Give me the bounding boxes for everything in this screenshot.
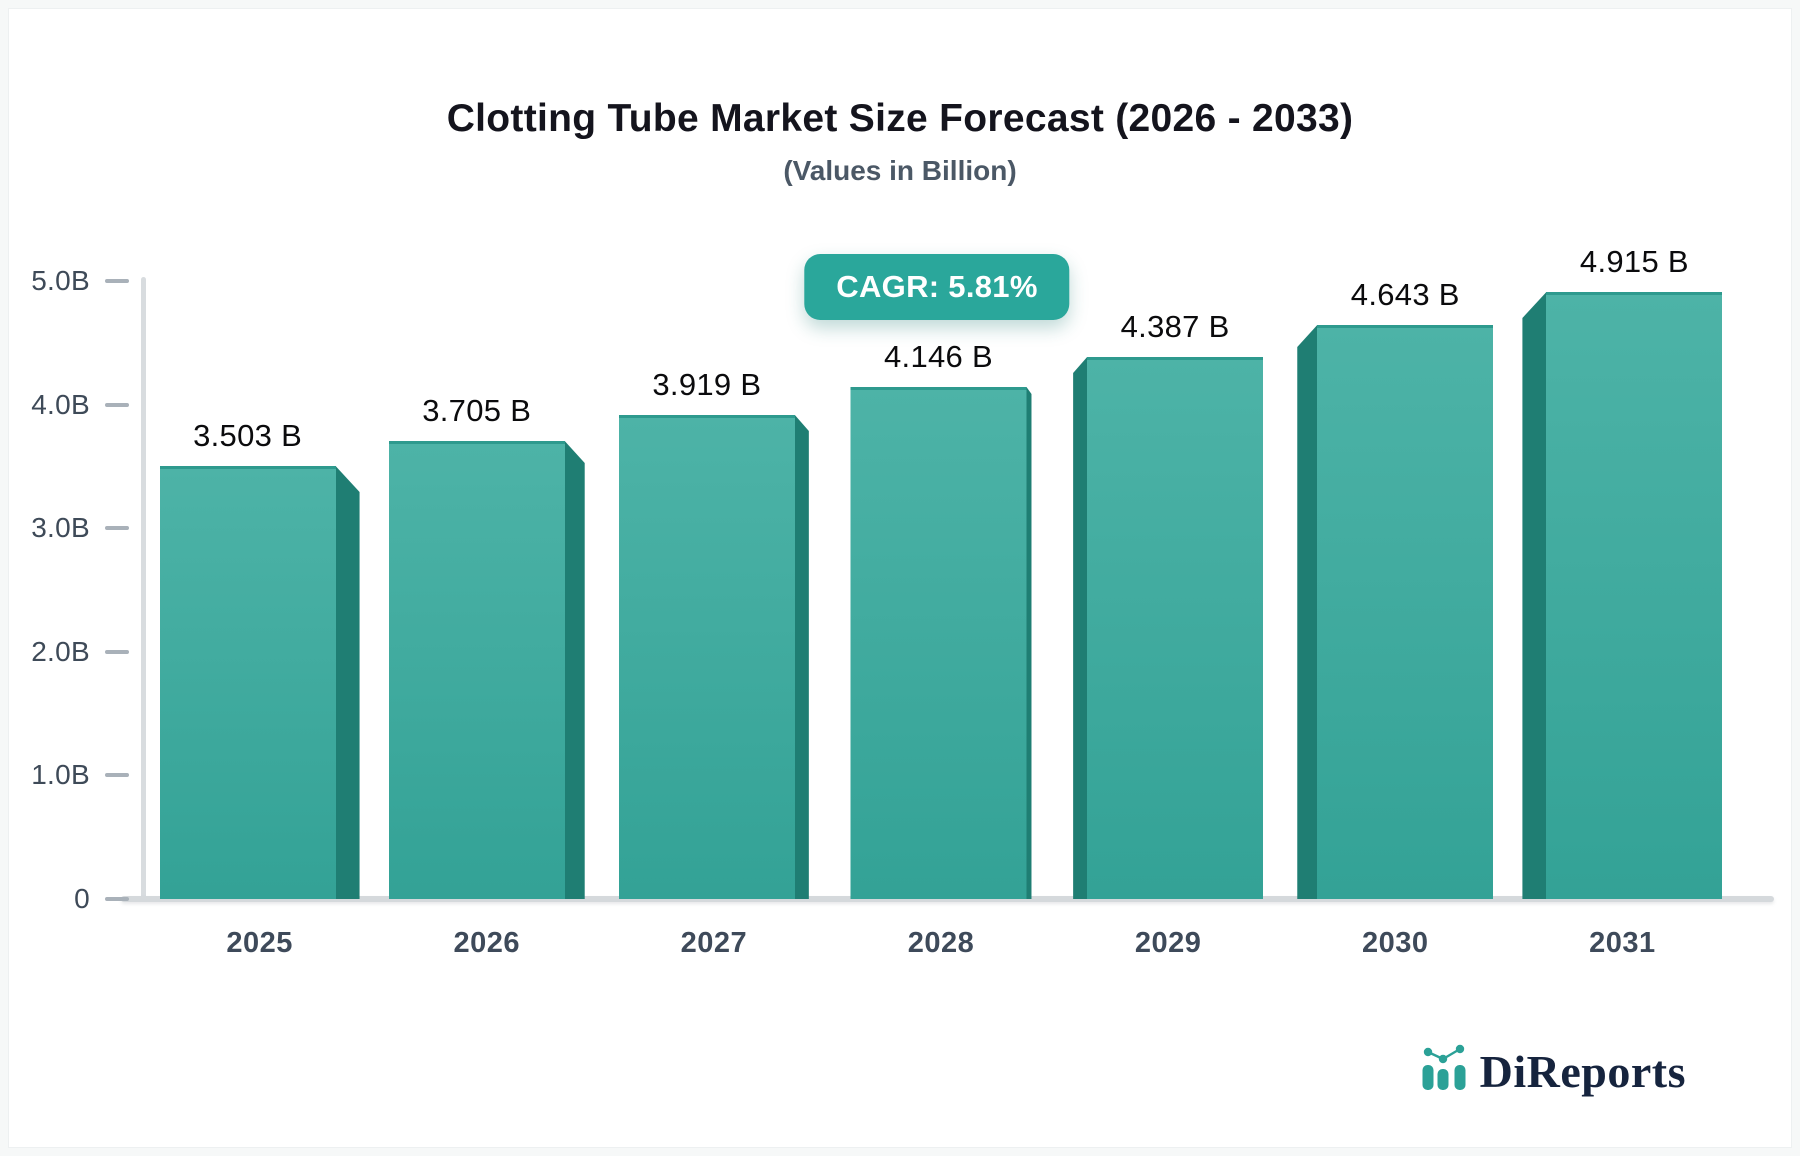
x-axis-label: 2028 (907, 927, 975, 959)
bar-face (618, 415, 795, 899)
y-tick: 3.0B (15, 512, 141, 544)
bar: 4.643 B (1297, 277, 1494, 899)
bar-face (159, 466, 336, 899)
x-axis-line (121, 896, 1774, 902)
bar-slot: 3.503 B 2025 (146, 281, 373, 959)
bar-value-label: 3.919 B (652, 367, 762, 402)
bar-side-face (1026, 387, 1032, 899)
bar-value-label: 4.387 B (1120, 309, 1230, 344)
bar-side-face (564, 441, 585, 899)
y-tick-dash (105, 773, 129, 778)
y-tick-label: 3.0B (31, 512, 90, 544)
y-tick-dash (105, 649, 129, 654)
chart-title: Clotting Tube Market Size Forecast (2026… (446, 97, 1354, 140)
cagr-badge: CAGR: 5.81% (804, 254, 1070, 320)
bar: 3.705 B (388, 393, 585, 899)
x-axis-label: 2026 (453, 927, 520, 959)
bar: 4.915 B (1522, 244, 1723, 899)
y-tick: 4.0B (15, 389, 141, 421)
bar-face (388, 441, 565, 899)
x-axis-label: 2027 (680, 927, 748, 959)
y-tick: 5.0B (15, 265, 141, 297)
bar-side-face (335, 466, 360, 899)
logo-text: DiReports (1479, 1046, 1686, 1097)
bar-side-face (1522, 292, 1547, 899)
x-axis-label: 2031 (1589, 927, 1656, 959)
x-axis-label: 2025 (226, 927, 293, 959)
bar-value-label: 4.643 B (1350, 277, 1460, 312)
y-tick-dash (105, 402, 129, 407)
y-tick: 1.0B (15, 759, 141, 791)
bar-face (1317, 325, 1494, 899)
bar-side-face (1073, 357, 1088, 899)
bar: 3.919 B (618, 367, 809, 899)
bar-value-label: 4.915 B (1579, 244, 1689, 279)
y-tick: 0 (15, 883, 141, 915)
bar-slot: 3.705 B 2026 (373, 281, 600, 959)
x-axis-label: 2029 (1134, 927, 1202, 959)
y-tick: 2.0B (15, 636, 141, 668)
y-tick-dash (105, 526, 129, 531)
y-tick-label: 0 (74, 883, 90, 914)
bar-value-label: 4.146 B (884, 339, 993, 374)
y-tick-label: 5.0B (31, 265, 90, 296)
bar: 4.387 B (1073, 309, 1264, 899)
y-tick-dash (105, 279, 129, 283)
bar: 3.503 B (159, 418, 360, 899)
y-tick-label: 1.0B (31, 759, 90, 791)
bars-container: 3.503 B 2025 3.705 B 2026 3.919 B 2027 4.146 B… (146, 244, 1736, 959)
bar-side-face (1297, 325, 1318, 899)
bar-value-label: 3.705 B (422, 393, 532, 428)
y-axis-line (141, 277, 146, 901)
bar-side-face (794, 415, 809, 899)
chart-subtitle: (Values in Billion) (783, 155, 1017, 186)
y-tick-label: 2.0B (31, 635, 90, 667)
bar-slot: 3.919 B 2027 (600, 281, 827, 959)
x-axis-label: 2030 (1362, 927, 1429, 959)
y-tick-label: 4.0B (31, 388, 90, 420)
logo: DiReports (1420, 1043, 1686, 1095)
bar-face (1546, 292, 1723, 899)
bar-slot: 4.146 B 2028 (827, 281, 1054, 959)
bar-face (850, 387, 1027, 899)
bar-slot: 4.915 B 2031 (1509, 244, 1736, 959)
bar-slot: 4.387 B 2029 (1055, 281, 1282, 959)
chart-card: Clotting Tube Market Size Forecast (2026… (8, 8, 1792, 1148)
y-tick-dash (105, 897, 129, 901)
bar-value-label: 3.503 B (193, 418, 303, 453)
bar: 4.146 B (850, 339, 1032, 899)
bar-slot: 4.643 B 2030 (1282, 277, 1509, 959)
bar-chart-icon (1422, 1044, 1466, 1090)
bar-face (1087, 357, 1264, 899)
plot-area: 3.503 B 2025 3.705 B 2026 3.919 B 2027 4.146 B… (31, 244, 1774, 959)
